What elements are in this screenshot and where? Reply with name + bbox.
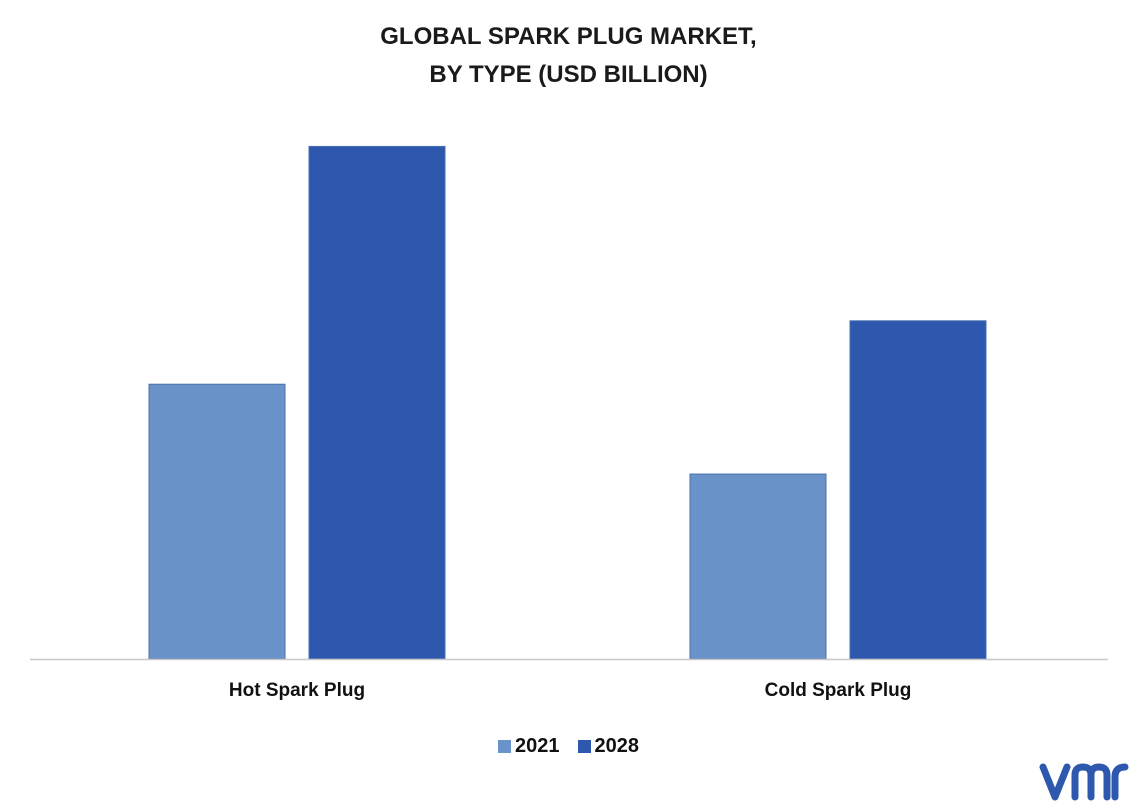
legend-label-2021: 2021	[515, 735, 560, 757]
bar-2028-hot-spark-plug	[308, 145, 446, 660]
category-labels: Hot Spark Plug Cold Spark Plug	[229, 680, 911, 701]
x-tick-label: Cold Spark Plug	[765, 680, 912, 701]
chart-title: GLOBAL SPARK PLUG MARKET, BY TYPE (USD B…	[0, 18, 1137, 94]
x-tick-label: Hot Spark Plug	[229, 680, 365, 701]
legend-item-2021: 2021	[498, 735, 560, 758]
bars-layer	[148, 145, 987, 660]
bar-2021-hot-spark-plug	[148, 383, 286, 660]
legend-item-2028: 2028	[577, 735, 640, 758]
chart-title-line-1: GLOBAL SPARK PLUG MARKET,	[380, 23, 757, 50]
legend: 2021 2028	[0, 735, 1137, 758]
bar-2028-cold-spark-plug	[849, 320, 987, 660]
legend-label-2028: 2028	[594, 735, 640, 757]
vmr-logo	[1039, 763, 1129, 801]
legend-swatch-2028	[577, 740, 591, 753]
legend-swatch-2021	[498, 740, 511, 753]
chart-title-line-2: BY TYPE (USD BILLION)	[429, 61, 708, 88]
bar-2021-cold-spark-plug	[689, 473, 827, 660]
